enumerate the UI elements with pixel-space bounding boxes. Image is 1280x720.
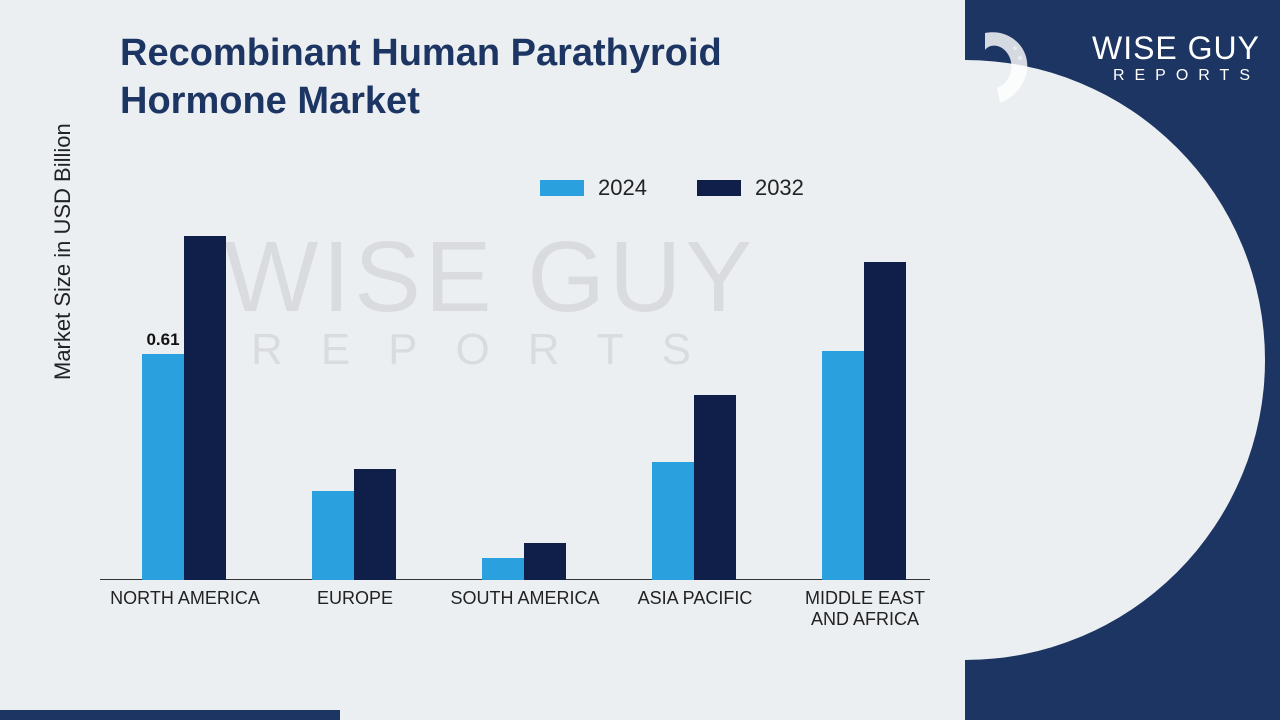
right-panel [965,0,1280,720]
bar-2032 [354,469,396,580]
legend-label-2024: 2024 [598,175,647,201]
legend-swatch-2024 [540,180,584,196]
legend-swatch-2032 [697,180,741,196]
logo-text-bottom: REPORTS [1092,68,1260,84]
bar-2032 [184,236,226,580]
x-axis-category-label: EUROPE [280,580,430,609]
legend: 2024 2032 [540,175,804,201]
x-axis-category-label: NORTH AMERICA [110,580,260,609]
legend-item-2024: 2024 [540,175,647,201]
bar-2032 [864,262,906,580]
x-axis-category-label: SOUTH AMERICA [450,580,600,609]
legend-label-2032: 2032 [755,175,804,201]
logo-text-top: WISE GUY [1092,32,1260,64]
bar-2024 [482,558,524,580]
logo: WISE GUY REPORTS [1092,32,1260,84]
bar-2024: 0.61 [142,354,184,580]
page: WISE GUY REPORTS WISE GUY REPORTS Recomb… [0,0,1280,720]
chart-title: Recombinant Human Parathyroid Hormone Ma… [120,30,840,125]
y-axis-label: Market Size in USD Billion [50,123,76,380]
x-axis-category-label: ASIA PACIFIC [620,580,770,609]
x-axis-category-label: MIDDLE EAST AND AFRICA [790,580,940,629]
bar-2024 [312,491,354,580]
bar-2032 [524,543,566,580]
bar-2024 [652,462,694,580]
footer-accent-bar [0,710,340,720]
bar-value-label: 0.61 [146,330,179,354]
legend-item-2032: 2032 [697,175,804,201]
chart-plot-area: 0.61NORTH AMERICAEUROPESOUTH AMERICAASIA… [100,210,930,580]
bar-2032 [694,395,736,580]
logo-head-icon [965,28,1035,108]
bar-2024 [822,351,864,580]
